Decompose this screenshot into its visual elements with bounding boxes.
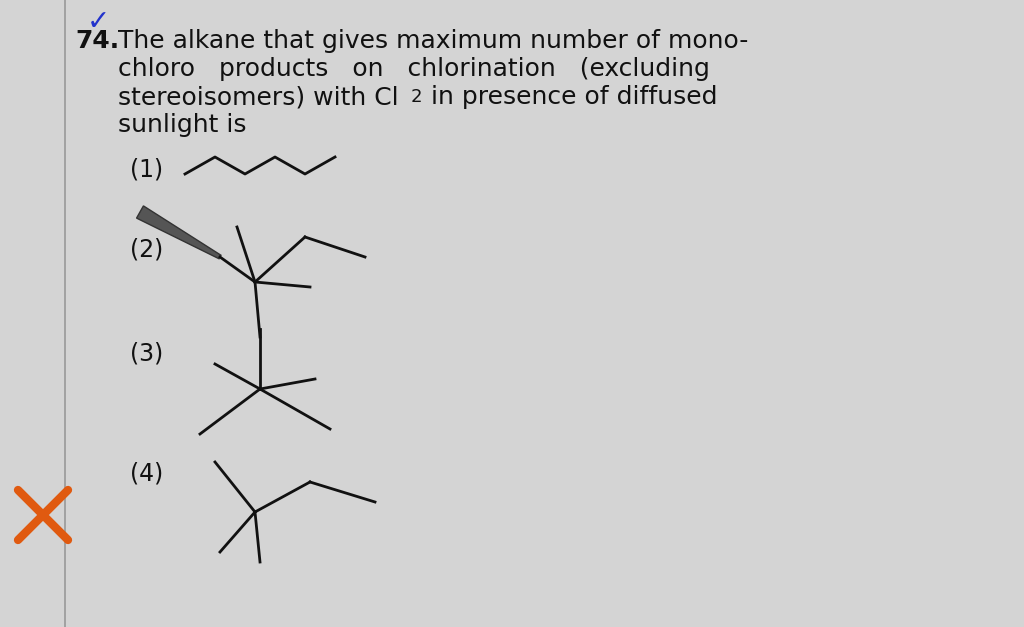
Text: (2): (2) — [130, 237, 163, 261]
Text: ✓: ✓ — [87, 8, 111, 36]
Text: 2: 2 — [411, 88, 423, 106]
Text: (4): (4) — [130, 462, 163, 486]
Text: stereoisomers) with Cl: stereoisomers) with Cl — [118, 85, 398, 109]
Text: 74.: 74. — [75, 29, 119, 53]
Text: (1): (1) — [130, 157, 163, 181]
Text: The alkane that gives maximum number of mono-: The alkane that gives maximum number of … — [118, 29, 749, 53]
Text: chloro   products   on   chlorination   (excluding: chloro products on chlorination (excludi… — [118, 57, 710, 81]
Text: in presence of diffused: in presence of diffused — [423, 85, 718, 109]
Text: sunlight is: sunlight is — [118, 113, 247, 137]
Polygon shape — [136, 206, 221, 259]
Text: (3): (3) — [130, 342, 163, 366]
